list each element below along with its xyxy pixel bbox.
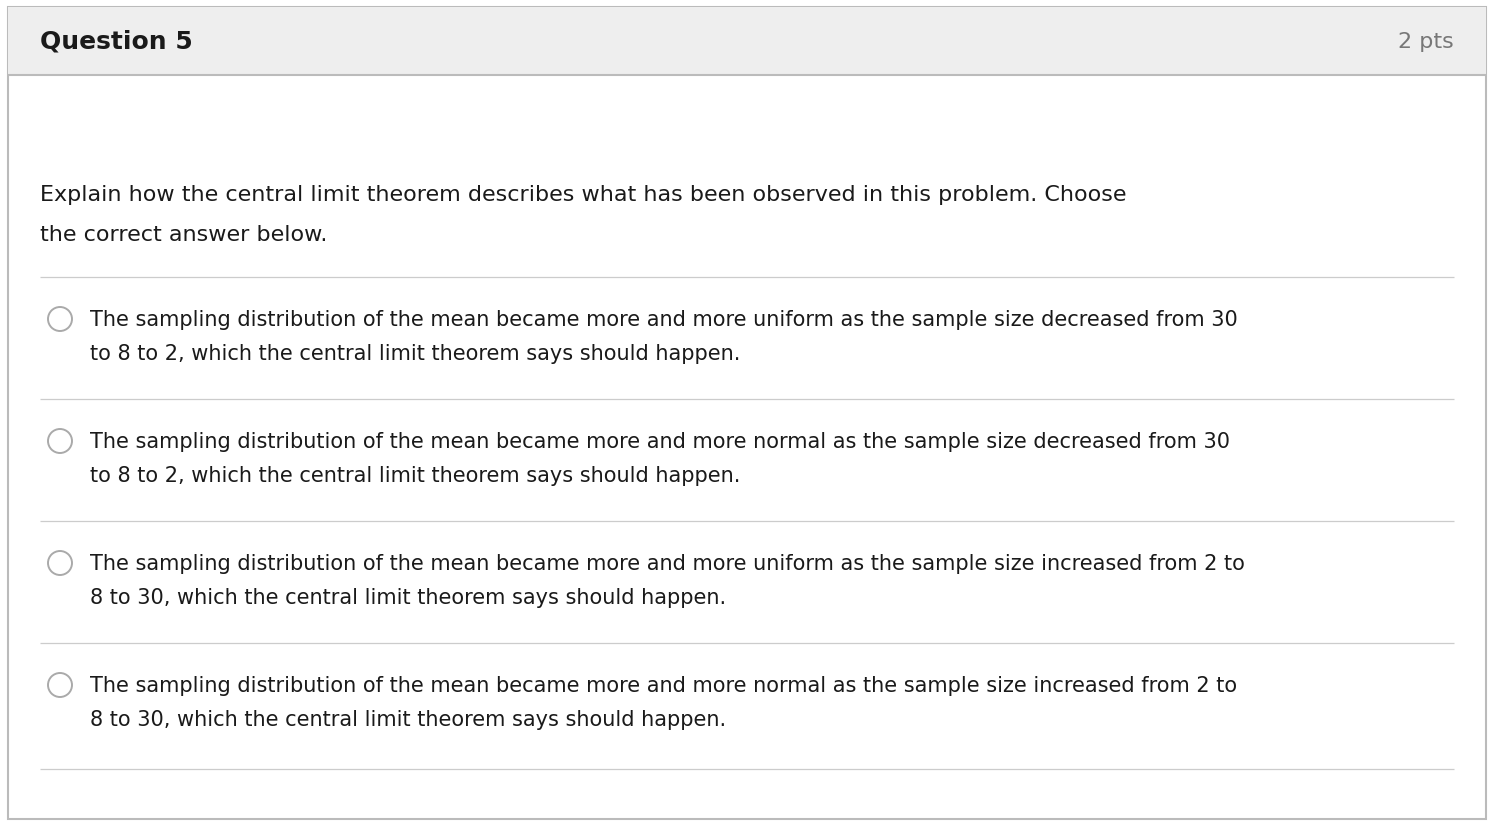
Circle shape bbox=[48, 308, 72, 332]
Text: The sampling distribution of the mean became more and more normal as the sample : The sampling distribution of the mean be… bbox=[90, 432, 1230, 452]
Text: Explain how the central limit theorem describes what has been observed in this p: Explain how the central limit theorem de… bbox=[40, 184, 1126, 205]
Circle shape bbox=[48, 673, 72, 697]
Text: the correct answer below.: the correct answer below. bbox=[40, 225, 327, 245]
Text: The sampling distribution of the mean became more and more normal as the sample : The sampling distribution of the mean be… bbox=[90, 675, 1237, 696]
Text: to 8 to 2, which the central limit theorem says should happen.: to 8 to 2, which the central limit theor… bbox=[90, 466, 741, 485]
Circle shape bbox=[48, 552, 72, 576]
Text: The sampling distribution of the mean became more and more uniform as the sample: The sampling distribution of the mean be… bbox=[90, 309, 1237, 330]
Circle shape bbox=[48, 429, 72, 453]
Text: to 8 to 2, which the central limit theorem says should happen.: to 8 to 2, which the central limit theor… bbox=[90, 343, 741, 364]
FancyBboxPatch shape bbox=[7, 8, 1487, 819]
Text: Question 5: Question 5 bbox=[40, 30, 193, 54]
Text: 2 pts: 2 pts bbox=[1398, 32, 1454, 52]
Text: 8 to 30, which the central limit theorem says should happen.: 8 to 30, which the central limit theorem… bbox=[90, 709, 726, 729]
Text: 8 to 30, which the central limit theorem says should happen.: 8 to 30, which the central limit theorem… bbox=[90, 587, 726, 607]
Text: The sampling distribution of the mean became more and more uniform as the sample: The sampling distribution of the mean be… bbox=[90, 553, 1245, 573]
FancyBboxPatch shape bbox=[7, 8, 1487, 76]
